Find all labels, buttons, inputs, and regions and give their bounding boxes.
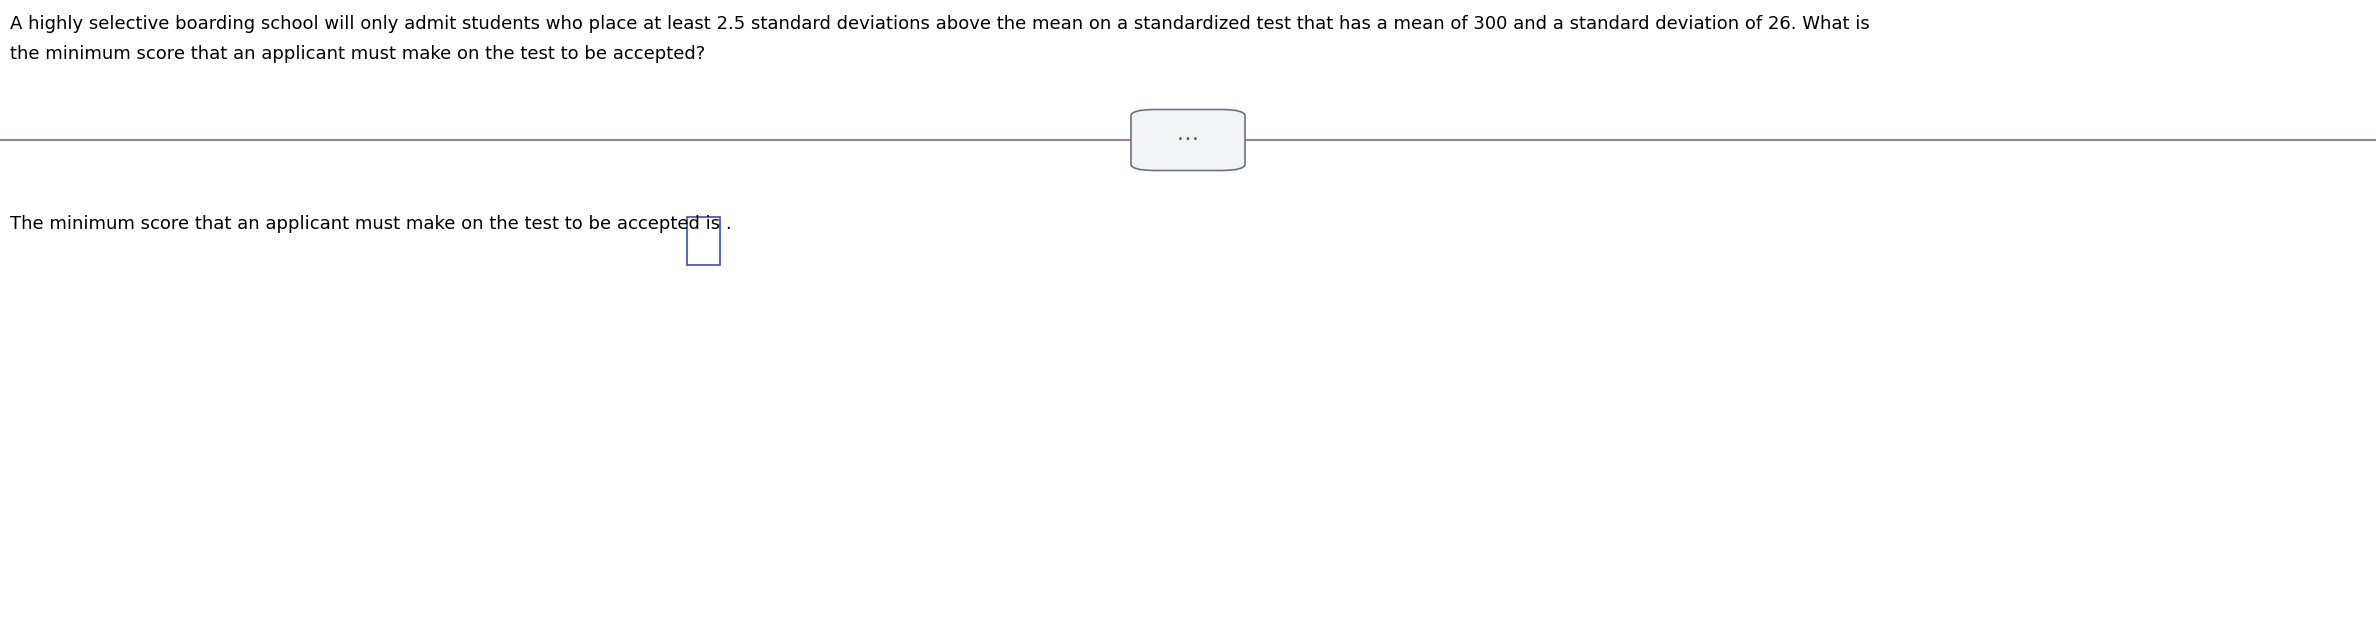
Text: .: . bbox=[725, 215, 729, 233]
Text: • • •: • • • bbox=[1178, 135, 1198, 144]
FancyBboxPatch shape bbox=[687, 216, 720, 265]
Text: The minimum score that an applicant must make on the test to be accepted is: The minimum score that an applicant must… bbox=[10, 215, 720, 233]
FancyBboxPatch shape bbox=[1131, 110, 1245, 171]
Text: A highly selective boarding school will only admit students who place at least 2: A highly selective boarding school will … bbox=[10, 15, 1870, 33]
Text: the minimum score that an applicant must make on the test to be accepted?: the minimum score that an applicant must… bbox=[10, 45, 706, 63]
